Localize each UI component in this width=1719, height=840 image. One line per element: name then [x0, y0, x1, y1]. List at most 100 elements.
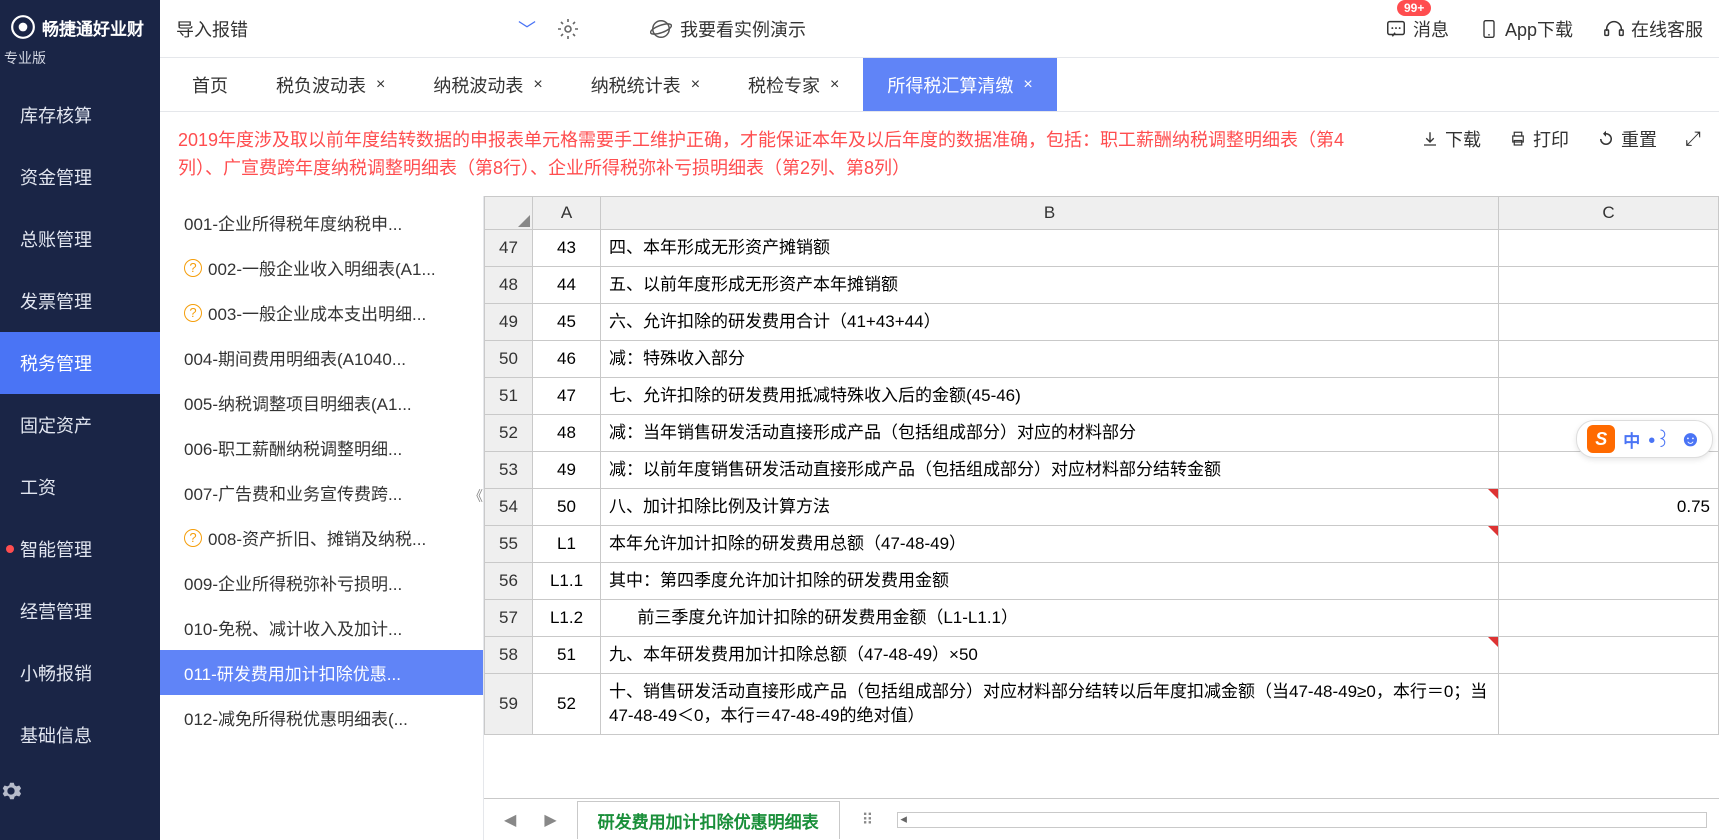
cell[interactable]: 四、本年形成无形资产摊销额: [601, 230, 1499, 267]
cell[interactable]: [1499, 341, 1719, 378]
col-header-c[interactable]: C: [1499, 197, 1719, 230]
sidebar-item[interactable]: 工资: [0, 456, 160, 518]
tree-item[interactable]: 010-免税、减计收入及加计...: [160, 605, 483, 650]
cell[interactable]: 八、加计扣除比例及计算方法: [601, 489, 1499, 526]
more-button[interactable]: ⤢: [1685, 126, 1701, 152]
cell[interactable]: 51: [533, 637, 601, 674]
cell[interactable]: 十、销售研发活动直接形成产品（包括组成部分）对应材料部分结转以后年度扣减金额（当…: [601, 674, 1499, 735]
tab[interactable]: 所得税汇算清缴×: [863, 58, 1056, 111]
cell[interactable]: [1499, 230, 1719, 267]
tab[interactable]: 税负波动表×: [252, 58, 409, 111]
sidebar-item[interactable]: 总账管理: [0, 208, 160, 270]
cell[interactable]: 减：以前年度销售研发活动直接形成产品（包括组成部分）对应材料部分结转金额: [601, 452, 1499, 489]
row-number[interactable]: 49: [485, 304, 533, 341]
tree-item[interactable]: ?003-一般企业成本支出明细...: [160, 290, 483, 335]
row-number[interactable]: 55: [485, 526, 533, 563]
cell[interactable]: [1499, 267, 1719, 304]
cell[interactable]: [1499, 600, 1719, 637]
row-number[interactable]: 50: [485, 341, 533, 378]
sidebar-item[interactable]: 资金管理: [0, 146, 160, 208]
cell[interactable]: 52: [533, 674, 601, 735]
sheet-drag-handle[interactable]: ⠿: [852, 810, 886, 830]
collapse-handle-icon[interactable]: 《: [469, 486, 483, 506]
tree-item[interactable]: 011-研发费用加计扣除优惠...: [160, 650, 483, 695]
row-number[interactable]: 59: [485, 674, 533, 735]
select-all-corner[interactable]: [485, 197, 533, 230]
row-number[interactable]: 58: [485, 637, 533, 674]
sidebar-item[interactable]: 发票管理: [0, 270, 160, 332]
tree-item[interactable]: 007-广告费和业务宣传费跨...: [160, 470, 483, 515]
cell[interactable]: 45: [533, 304, 601, 341]
cell[interactable]: 减：特殊收入部分: [601, 341, 1499, 378]
cell[interactable]: 44: [533, 267, 601, 304]
cell[interactable]: 九、本年研发费用加计扣除总额（47-48-49）×50: [601, 637, 1499, 674]
cell[interactable]: 47: [533, 378, 601, 415]
sidebar-item[interactable]: 智能管理: [0, 518, 160, 580]
row-number[interactable]: 47: [485, 230, 533, 267]
cell[interactable]: [1499, 563, 1719, 600]
close-icon[interactable]: ×: [1023, 76, 1032, 94]
settings-gear-wrap[interactable]: [0, 766, 160, 816]
message-button[interactable]: 99+ 消息: [1385, 16, 1449, 42]
cell[interactable]: [1499, 304, 1719, 341]
sheet-prev-icon[interactable]: ◀: [496, 810, 524, 830]
close-icon[interactable]: ×: [830, 76, 839, 94]
reset-button[interactable]: 重置: [1597, 126, 1657, 152]
cell[interactable]: 48: [533, 415, 601, 452]
cell[interactable]: 七、允许扣除的研发费用抵减特殊收入后的金额(45-46): [601, 378, 1499, 415]
close-icon[interactable]: ×: [376, 76, 385, 94]
cell[interactable]: 其中：第四季度允许加计扣除的研发费用金额: [601, 563, 1499, 600]
gear-icon[interactable]: [556, 17, 580, 41]
tree-item[interactable]: ?008-资产折旧、摊销及纳税...: [160, 515, 483, 560]
col-header-b[interactable]: B: [601, 197, 1499, 230]
cell[interactable]: 49: [533, 452, 601, 489]
sidebar-item[interactable]: 基础信息: [0, 704, 160, 766]
tree-item[interactable]: 009-企业所得税弥补亏损明...: [160, 560, 483, 605]
row-number[interactable]: 51: [485, 378, 533, 415]
cell[interactable]: [1499, 637, 1719, 674]
cell[interactable]: 五、以前年度形成无形资产本年摊销额: [601, 267, 1499, 304]
cell[interactable]: [1499, 674, 1719, 735]
tree-item[interactable]: 012-减免所得税优惠明细表(...: [160, 695, 483, 740]
cell[interactable]: L1.2: [533, 600, 601, 637]
tree-item[interactable]: ?002-一般企业收入明细表(A1...: [160, 245, 483, 290]
row-number[interactable]: 52: [485, 415, 533, 452]
cell[interactable]: L1: [533, 526, 601, 563]
sidebar-item[interactable]: 库存核算: [0, 84, 160, 146]
cell[interactable]: 50: [533, 489, 601, 526]
tab[interactable]: 纳税统计表×: [567, 58, 724, 111]
cell[interactable]: 减：当年销售研发活动直接形成产品（包括组成部分）对应的材料部分: [601, 415, 1499, 452]
cell[interactable]: 43: [533, 230, 601, 267]
sheet-next-icon[interactable]: ▶: [536, 810, 564, 830]
row-number[interactable]: 53: [485, 452, 533, 489]
sheet-tab[interactable]: 研发费用加计扣除优惠明细表: [577, 801, 840, 839]
cell[interactable]: 0.75: [1499, 489, 1719, 526]
row-number[interactable]: 56: [485, 563, 533, 600]
row-number[interactable]: 57: [485, 600, 533, 637]
grid[interactable]: A B C 4743四、本年形成无形资产摊销额4844五、以前年度形成无形资产本…: [484, 196, 1719, 798]
tab[interactable]: 纳税波动表×: [409, 58, 566, 111]
sidebar-item[interactable]: 税务管理: [0, 332, 160, 394]
cell[interactable]: 46: [533, 341, 601, 378]
ime-widget[interactable]: S 中 •꒱ ☻: [1576, 420, 1713, 458]
cell[interactable]: [1499, 378, 1719, 415]
col-header-a[interactable]: A: [533, 197, 601, 230]
sidebar-item[interactable]: 经营管理: [0, 580, 160, 642]
tree-item[interactable]: 005-纳税调整项目明细表(A1...: [160, 380, 483, 425]
row-number[interactable]: 48: [485, 267, 533, 304]
tab[interactable]: 税检专家×: [724, 58, 863, 111]
sidebar-item[interactable]: 小畅报销: [0, 642, 160, 704]
demo-link[interactable]: 我要看实例演示: [650, 16, 806, 42]
cell[interactable]: 六、允许扣除的研发费用合计（41+43+44）: [601, 304, 1499, 341]
tree-item[interactable]: 001-企业所得税年度纳税申...: [160, 200, 483, 245]
close-icon[interactable]: ×: [691, 76, 700, 94]
app-download-button[interactable]: App下载: [1479, 16, 1573, 42]
cell[interactable]: L1.1: [533, 563, 601, 600]
tree-item[interactable]: 006-职工薪酬纳税调整明细...: [160, 425, 483, 470]
close-icon[interactable]: ×: [533, 76, 542, 94]
print-button[interactable]: 打印: [1509, 126, 1569, 152]
row-number[interactable]: 54: [485, 489, 533, 526]
tree-item[interactable]: 004-期间费用明细表(A1040...: [160, 335, 483, 380]
cell[interactable]: 前三季度允许加计扣除的研发费用金额（L1-L1.1）: [601, 600, 1499, 637]
search-box[interactable]: 导入报错 ﹀: [176, 16, 536, 42]
